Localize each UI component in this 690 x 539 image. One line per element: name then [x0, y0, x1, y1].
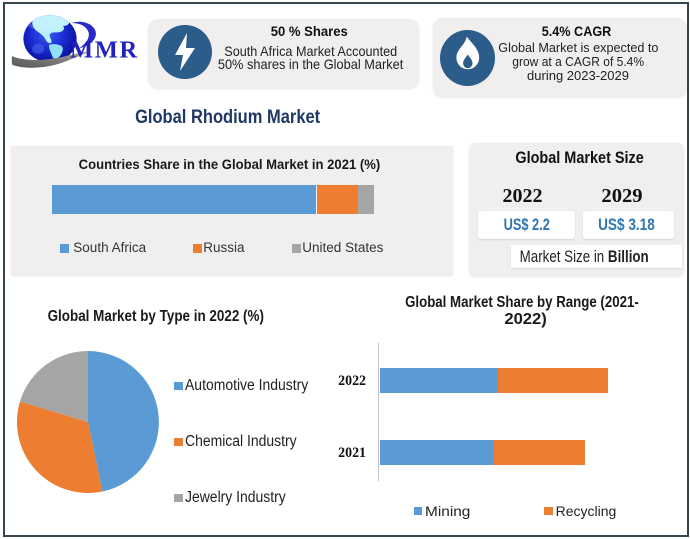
svg-text:MMR: MMR: [70, 37, 139, 64]
